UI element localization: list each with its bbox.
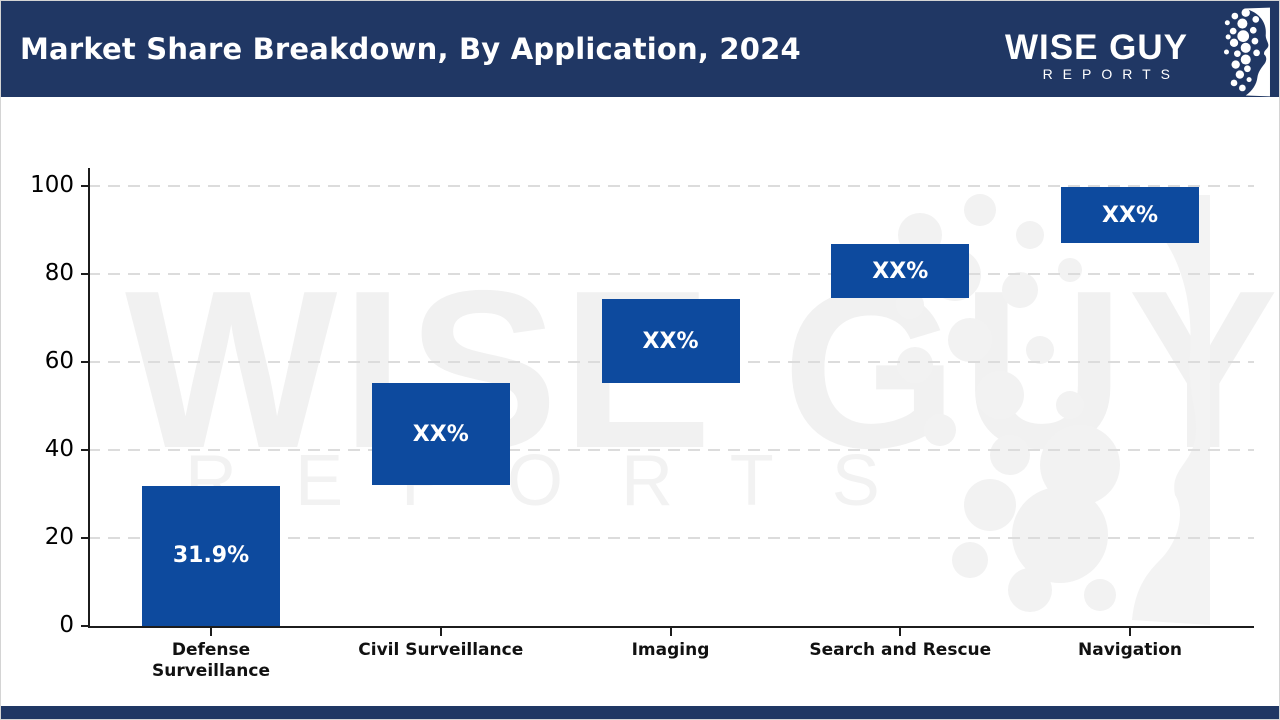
x-axis-tick (669, 628, 672, 636)
y-axis-tick (81, 273, 88, 275)
bar: XX% (371, 383, 510, 486)
gridline (88, 185, 1254, 187)
x-axis-tick (1129, 628, 1131, 636)
y-tick-label: 100 (30, 172, 74, 198)
bar-value-label: XX% (1102, 202, 1158, 228)
bar-value-label: 31.9% (172, 543, 250, 569)
x-axis-tick (210, 628, 212, 636)
x-category-label: Search and Rescue (809, 640, 992, 660)
bar: XX% (601, 299, 740, 384)
x-category-label: Imaging (631, 640, 710, 660)
bar: XX% (1061, 186, 1199, 244)
logo-wordmark: WISE GUY (1004, 28, 1188, 67)
logo-subtitle: REPORTS (1042, 66, 1180, 82)
y-tick-label: 0 (59, 612, 74, 638)
y-axis-tick (81, 537, 88, 539)
logo: WISE GUY REPORTS (1005, 4, 1270, 97)
bar-value-label: XX% (642, 328, 699, 354)
y-axis-tick (81, 185, 88, 187)
gridline (88, 273, 1254, 275)
page-title: Market Share Breakdown, By Application, … (20, 31, 801, 66)
y-axis-tick (81, 625, 88, 627)
y-tick-label: 20 (44, 524, 74, 550)
y-tick-label: 60 (44, 348, 74, 374)
y-axis-tick (81, 449, 88, 451)
x-category-label: Civil Surveillance (358, 640, 524, 660)
bar-value-label: XX% (872, 258, 929, 284)
gridline (88, 537, 1254, 539)
x-category-label: Defense Surveillance (151, 640, 270, 681)
y-tick-label: 80 (44, 260, 74, 286)
y-axis-line (88, 168, 90, 628)
y-tick-label: 40 (44, 436, 74, 462)
header-bar: Market Share Breakdown, By Application, … (0, 0, 1280, 97)
bar: 31.9% (142, 485, 280, 626)
y-axis-tick (81, 361, 88, 363)
bar: XX% (831, 244, 970, 299)
bar-value-label: XX% (412, 421, 469, 447)
x-axis-tick (899, 628, 902, 636)
x-axis-line (88, 626, 1254, 628)
footer-bar (0, 706, 1280, 720)
logo-face-icon (1223, 7, 1270, 97)
x-category-label: Navigation (1078, 640, 1182, 660)
gridline (88, 449, 1254, 451)
x-axis-tick (439, 628, 442, 636)
